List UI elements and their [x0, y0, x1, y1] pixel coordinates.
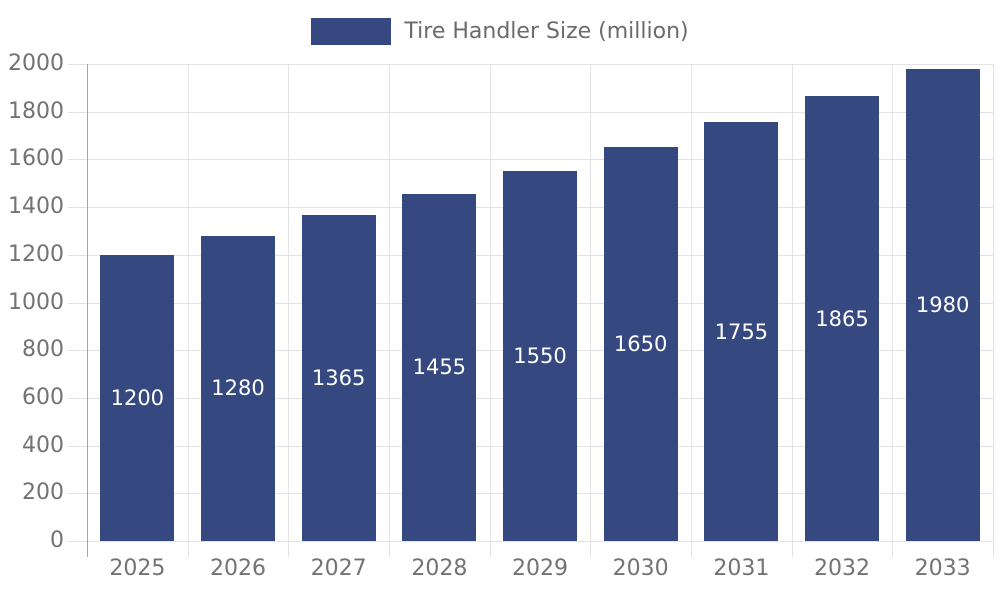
- legend-swatch: [311, 17, 392, 45]
- gridline-vertical: [187, 64, 189, 557]
- y-axis-label: 800: [22, 337, 64, 363]
- y-axis-label: 1200: [8, 241, 64, 267]
- bar-value-label: 1200: [110, 385, 165, 410]
- gridline-vertical: [389, 64, 390, 557]
- gridline-vertical: [791, 64, 793, 557]
- bar-value-label: 1865: [815, 306, 869, 331]
- gridline-vertical: [993, 64, 994, 557]
- y-axis-label: 600: [22, 384, 64, 410]
- y-axis-label: 1800: [8, 98, 64, 124]
- gridline-horizontal: [68, 111, 993, 113]
- gridline-vertical: [489, 64, 491, 557]
- legend[interactable]: Tire Handler Size (million): [0, 15, 1000, 47]
- x-axis-label: 2033: [914, 556, 971, 581]
- x-axis-label: 2031: [713, 556, 770, 581]
- bar[interactable]: [201, 235, 275, 541]
- x-axis-label: 2027: [310, 556, 367, 581]
- x-axis-label: 2029: [511, 556, 568, 581]
- bar[interactable]: [503, 171, 577, 541]
- bar[interactable]: [402, 193, 477, 541]
- gridline-horizontal: [68, 64, 993, 65]
- gridline-horizontal: [68, 159, 993, 161]
- bar-value-label: 1980: [915, 292, 970, 317]
- bar[interactable]: [704, 122, 779, 541]
- y-axis-label: 1000: [8, 289, 64, 315]
- gridline-vertical: [288, 64, 290, 557]
- x-axis-label: 2025: [109, 556, 166, 581]
- gridline-horizontal: [68, 541, 993, 542]
- x-axis-label: 2030: [612, 556, 669, 581]
- y-axis-label: 1600: [8, 146, 64, 172]
- bar[interactable]: [603, 147, 678, 541]
- bar[interactable]: [301, 215, 376, 541]
- bar-value-label: 1755: [714, 319, 769, 344]
- bar[interactable]: [905, 68, 980, 541]
- bar-value-label: 1550: [513, 344, 567, 369]
- y-axis-label: 1400: [8, 194, 64, 220]
- bar-value-label: 1280: [211, 376, 265, 401]
- y-axis-label: 200: [22, 480, 64, 506]
- y-axis-label: 2000: [8, 51, 64, 76]
- legend-label: Tire Handler Size (million): [404, 18, 689, 44]
- bar-value-label: 1650: [613, 332, 668, 357]
- x-axis-label: 2028: [411, 556, 468, 581]
- gridline-vertical: [892, 64, 894, 557]
- y-axis-label: 400: [22, 432, 64, 458]
- x-axis-label: 2026: [209, 556, 266, 581]
- bar[interactable]: [805, 96, 879, 541]
- x-axis-label: 2032: [813, 556, 870, 581]
- bar-value-label: 1365: [311, 366, 366, 391]
- bar-value-label: 1455: [412, 355, 467, 380]
- gridline-vertical: [691, 64, 692, 557]
- y-axis-line: [87, 64, 88, 557]
- gridline-vertical: [590, 64, 592, 557]
- bar[interactable]: [100, 254, 175, 541]
- y-axis-label: 0: [50, 528, 64, 553]
